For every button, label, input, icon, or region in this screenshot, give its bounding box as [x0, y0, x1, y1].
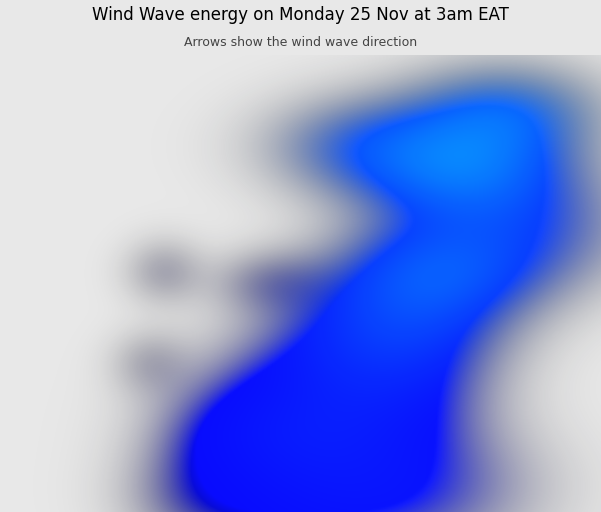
Text: Wind Wave energy on Monday 25 Nov at 3am EAT: Wind Wave energy on Monday 25 Nov at 3am…	[92, 6, 509, 25]
Text: Arrows show the wind wave direction: Arrows show the wind wave direction	[184, 36, 417, 49]
